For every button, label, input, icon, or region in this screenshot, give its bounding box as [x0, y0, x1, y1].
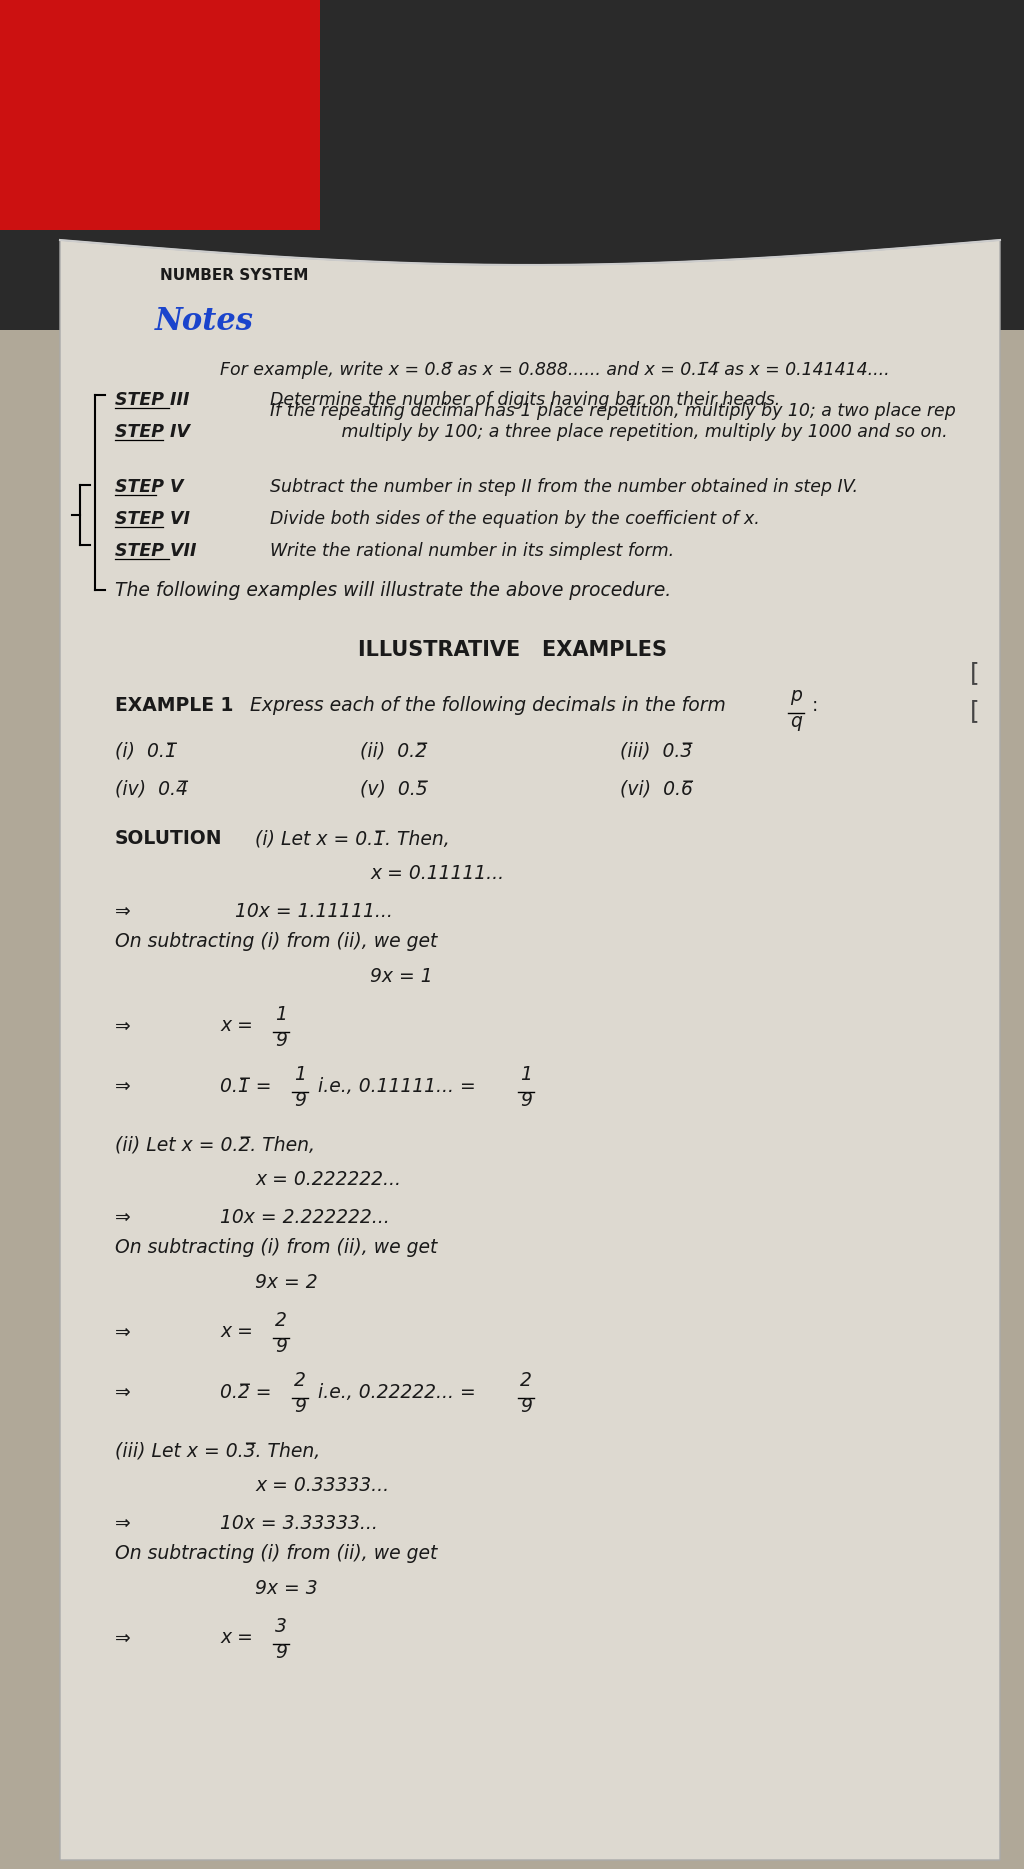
Text: q: q	[790, 712, 802, 731]
Text: ⇒: ⇒	[115, 1630, 131, 1648]
Text: 9x = 3: 9x = 3	[255, 1579, 317, 1598]
Text: For example, write x = 0.8̄ as x = 0.888...... and x = 0.1̄4̄ as x = 0.141414...: For example, write x = 0.8̄ as x = 0.888…	[220, 361, 890, 379]
Text: :: :	[806, 695, 818, 716]
Text: [: [	[970, 662, 980, 686]
Text: 3: 3	[275, 1617, 287, 1635]
Text: STEP III: STEP III	[115, 391, 189, 409]
Text: 2: 2	[294, 1372, 306, 1391]
Text: On subtracting (i) from (ii), we get: On subtracting (i) from (ii), we get	[115, 933, 437, 951]
Text: (v)  0.5̅: (v) 0.5̅	[360, 779, 428, 798]
Text: SOLUTION: SOLUTION	[115, 830, 222, 849]
Text: 9: 9	[520, 1091, 531, 1110]
Text: x =: x =	[220, 1321, 259, 1340]
Text: 9: 9	[294, 1091, 306, 1110]
Text: x = 0.222222...: x = 0.222222...	[255, 1170, 401, 1189]
Text: On subtracting (i) from (ii), we get: On subtracting (i) from (ii), we get	[115, 1237, 437, 1258]
Text: Subtract the number in step II from the number obtained in step IV.: Subtract the number in step II from the …	[270, 478, 858, 495]
Polygon shape	[0, 0, 1024, 331]
Text: x =: x =	[220, 1017, 259, 1035]
Text: ⇒: ⇒	[115, 1077, 131, 1095]
Text: i.e., 0.11111... =: i.e., 0.11111... =	[312, 1077, 481, 1095]
Text: x = 0.11111...: x = 0.11111...	[370, 863, 504, 882]
Text: (iv)  0.4̅: (iv) 0.4̅	[115, 779, 187, 798]
Text: Divide both sides of the equation by the coefficient of x.: Divide both sides of the equation by the…	[270, 510, 760, 529]
Text: i.e., 0.22222... =: i.e., 0.22222... =	[312, 1383, 481, 1402]
Text: (iii)  0.3̅: (iii) 0.3̅	[620, 740, 692, 761]
Text: Express each of the following decimals in the form: Express each of the following decimals i…	[250, 695, 726, 716]
Text: 0.2̅ =: 0.2̅ =	[220, 1383, 278, 1402]
Text: STEP VI: STEP VI	[115, 510, 190, 529]
Text: (vi)  0.6̅: (vi) 0.6̅	[620, 779, 693, 798]
Text: 9: 9	[520, 1396, 531, 1417]
Text: NUMBER SYSTEM: NUMBER SYSTEM	[160, 267, 308, 282]
Text: STEP VII: STEP VII	[115, 542, 197, 561]
Text: 0.1̅ =: 0.1̅ =	[220, 1077, 278, 1095]
Text: 10x = 2.222222...: 10x = 2.222222...	[220, 1207, 390, 1228]
Text: p: p	[790, 686, 802, 705]
Text: x = 0.33333...: x = 0.33333...	[255, 1477, 389, 1495]
Text: 2: 2	[275, 1310, 287, 1331]
Text: (ii)  0.2̅: (ii) 0.2̅	[360, 740, 427, 761]
Text: EXAMPLE 1: EXAMPLE 1	[115, 695, 233, 716]
Text: 9: 9	[275, 1643, 287, 1662]
Text: 10x = 1.11111...: 10x = 1.11111...	[234, 903, 393, 921]
Text: 1: 1	[275, 1006, 287, 1024]
Text: Determine the number of digits having bar on their heads.: Determine the number of digits having ba…	[270, 391, 780, 409]
Text: 9: 9	[294, 1396, 306, 1417]
Text: STEP IV: STEP IV	[115, 422, 190, 441]
Text: STEP V: STEP V	[115, 478, 183, 495]
Text: 2: 2	[520, 1372, 531, 1391]
Text: 9x = 2: 9x = 2	[255, 1273, 317, 1291]
Text: ⇒: ⇒	[115, 1017, 131, 1035]
Text: ILLUSTRATIVE   EXAMPLES: ILLUSTRATIVE EXAMPLES	[357, 639, 667, 660]
Text: If the repeating decimal has 1 place repetition, multiply by 10; a two place rep: If the repeating decimal has 1 place rep…	[270, 402, 955, 441]
Text: (iii) Let x = 0.3̅. Then,: (iii) Let x = 0.3̅. Then,	[115, 1441, 321, 1460]
Text: (i) Let x = 0.1̅. Then,: (i) Let x = 0.1̅. Then,	[255, 830, 450, 849]
Text: Notes: Notes	[155, 307, 254, 336]
Text: [: [	[970, 699, 980, 723]
Text: 10x = 3.33333...: 10x = 3.33333...	[220, 1514, 378, 1533]
Polygon shape	[60, 239, 1000, 1860]
Text: 9x = 1: 9x = 1	[370, 966, 432, 987]
Text: Write the rational number in its simplest form.: Write the rational number in its simples…	[270, 542, 674, 561]
Text: 9: 9	[275, 1032, 287, 1050]
Text: ⇒: ⇒	[115, 903, 131, 921]
Text: ⇒: ⇒	[115, 1514, 131, 1533]
Polygon shape	[0, 0, 319, 230]
Text: 1: 1	[520, 1065, 531, 1084]
Text: 9: 9	[275, 1336, 287, 1357]
Text: ⇒: ⇒	[115, 1383, 131, 1402]
Text: (i)  0.1̅: (i) 0.1̅	[115, 740, 177, 761]
Text: The following examples will illustrate the above procedure.: The following examples will illustrate t…	[115, 581, 672, 600]
Text: 1: 1	[294, 1065, 306, 1084]
Text: On subtracting (i) from (ii), we get: On subtracting (i) from (ii), we get	[115, 1544, 437, 1562]
Text: (ii) Let x = 0.2̅. Then,: (ii) Let x = 0.2̅. Then,	[115, 1134, 315, 1153]
Text: ⇒: ⇒	[115, 1207, 131, 1228]
Text: x =: x =	[220, 1628, 259, 1647]
Text: ⇒: ⇒	[115, 1323, 131, 1342]
